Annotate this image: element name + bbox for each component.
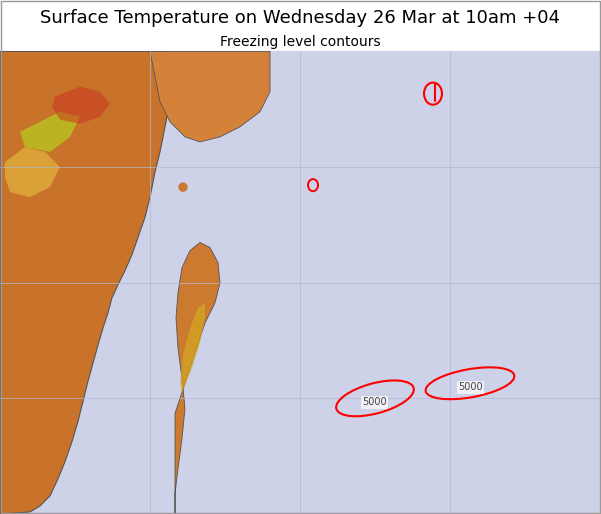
Text: Surface Temperature on Wednesday 26 Mar at 10am +04: Surface Temperature on Wednesday 26 Mar … [40, 9, 561, 27]
Polygon shape [0, 51, 175, 514]
Polygon shape [175, 243, 220, 514]
Text: 5000: 5000 [362, 397, 386, 408]
Text: 5000: 5000 [458, 382, 483, 392]
Text: Freezing level contours: Freezing level contours [220, 35, 381, 49]
Polygon shape [5, 147, 60, 197]
Polygon shape [20, 112, 80, 152]
Polygon shape [180, 303, 205, 393]
Polygon shape [52, 86, 110, 124]
Polygon shape [150, 51, 270, 142]
Circle shape [179, 183, 187, 191]
